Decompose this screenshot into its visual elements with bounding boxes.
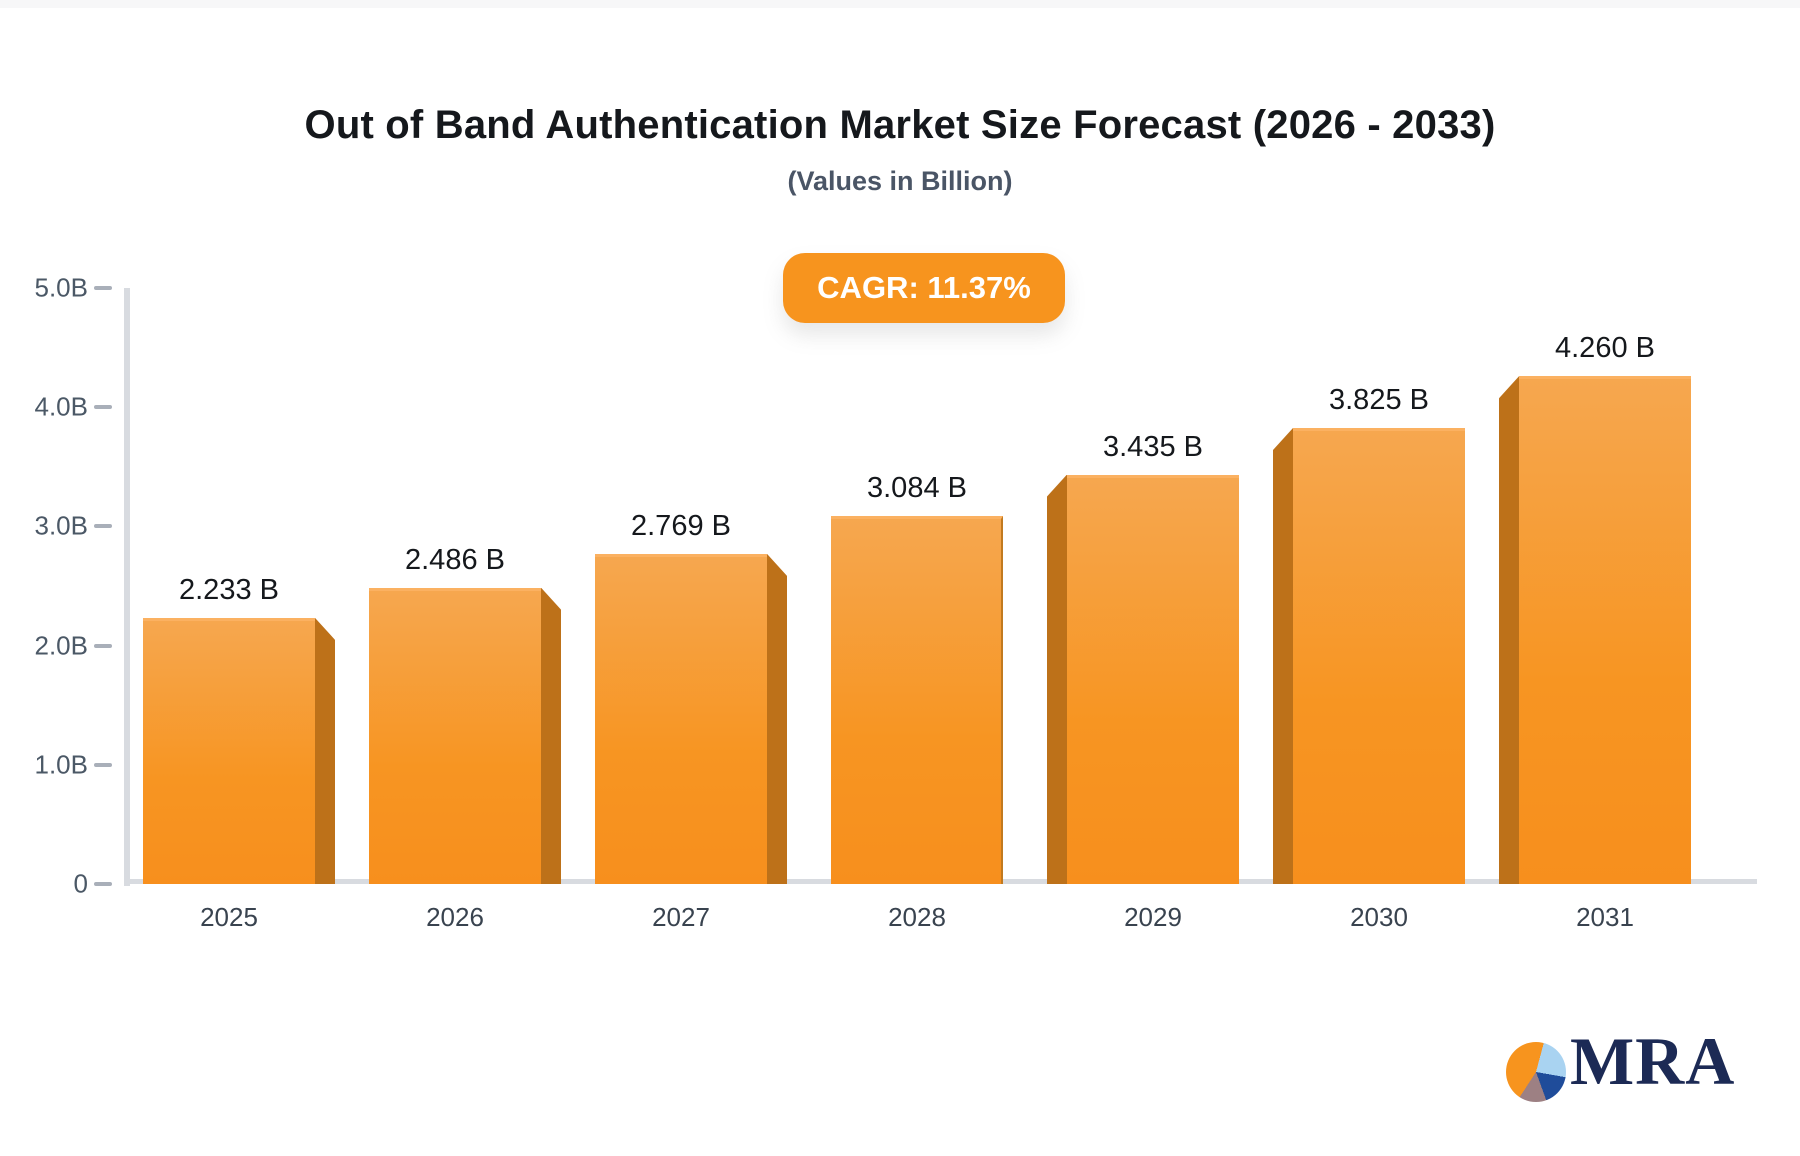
x-axis-label: 2030: [1350, 902, 1408, 932]
bar-value-label: 3.825 B: [1329, 384, 1429, 417]
bar-3d-side: [1499, 376, 1519, 884]
bar: [1067, 474, 1239, 884]
y-axis-tick: [94, 405, 112, 410]
y-axis-tick: [94, 524, 112, 529]
bar-3d-side: [1047, 474, 1067, 884]
bar-value-label: 3.084 B: [867, 472, 967, 505]
y-axis-label: 1.0B: [34, 749, 89, 780]
bar-value-label: 2.486 B: [405, 543, 505, 576]
y-axis-tick: [94, 286, 112, 290]
bar-3d-side: [767, 553, 787, 884]
bar-value-label: 2.233 B: [179, 573, 279, 606]
x-axis-label: 2031: [1576, 902, 1634, 932]
bar: [595, 553, 767, 884]
cagr-badge: CAGR: 11.37%: [783, 253, 1065, 323]
bar-value-label: 2.769 B: [631, 509, 731, 542]
x-axis-label: 2027: [652, 902, 710, 932]
y-axis-line: [124, 288, 130, 886]
x-axis-label: 2029: [1124, 902, 1182, 932]
bar-3d-side: [1273, 428, 1293, 884]
bar-value-label: 4.260 B: [1555, 332, 1655, 365]
y-axis-tick: [94, 762, 112, 767]
y-axis-label: 2.0B: [34, 630, 89, 661]
top-border-strip: [0, 0, 1800, 8]
bar: [1519, 376, 1691, 884]
company-logo: MRA: [1506, 1023, 1796, 1128]
bar-value-label: 3.435 B: [1103, 430, 1203, 463]
y-axis-tick: [94, 882, 112, 886]
x-axis-label: 2025: [200, 902, 258, 932]
x-axis-label: 2026: [426, 902, 484, 932]
bar: [1293, 428, 1465, 884]
y-axis-label: 3.0B: [34, 510, 89, 541]
chart-subtitle: (Values in Billion): [787, 166, 1013, 196]
bar-3d-side: [315, 617, 335, 884]
pie-chart-icon: [1506, 1042, 1566, 1102]
bar-3d-side: [541, 587, 561, 884]
bar: [143, 617, 315, 884]
y-axis-tick: [94, 643, 112, 648]
y-axis-label: 4.0B: [34, 391, 89, 422]
bar: [831, 516, 1003, 884]
bar: [369, 587, 541, 884]
x-axis-label: 2028: [888, 902, 946, 932]
page-title: Out of Band Authentication Market Size F…: [304, 103, 1496, 147]
logo-text: MRA: [1570, 1023, 1736, 1099]
y-axis-label: 0: [73, 868, 88, 899]
y-axis-label: 5.0B: [34, 272, 89, 303]
